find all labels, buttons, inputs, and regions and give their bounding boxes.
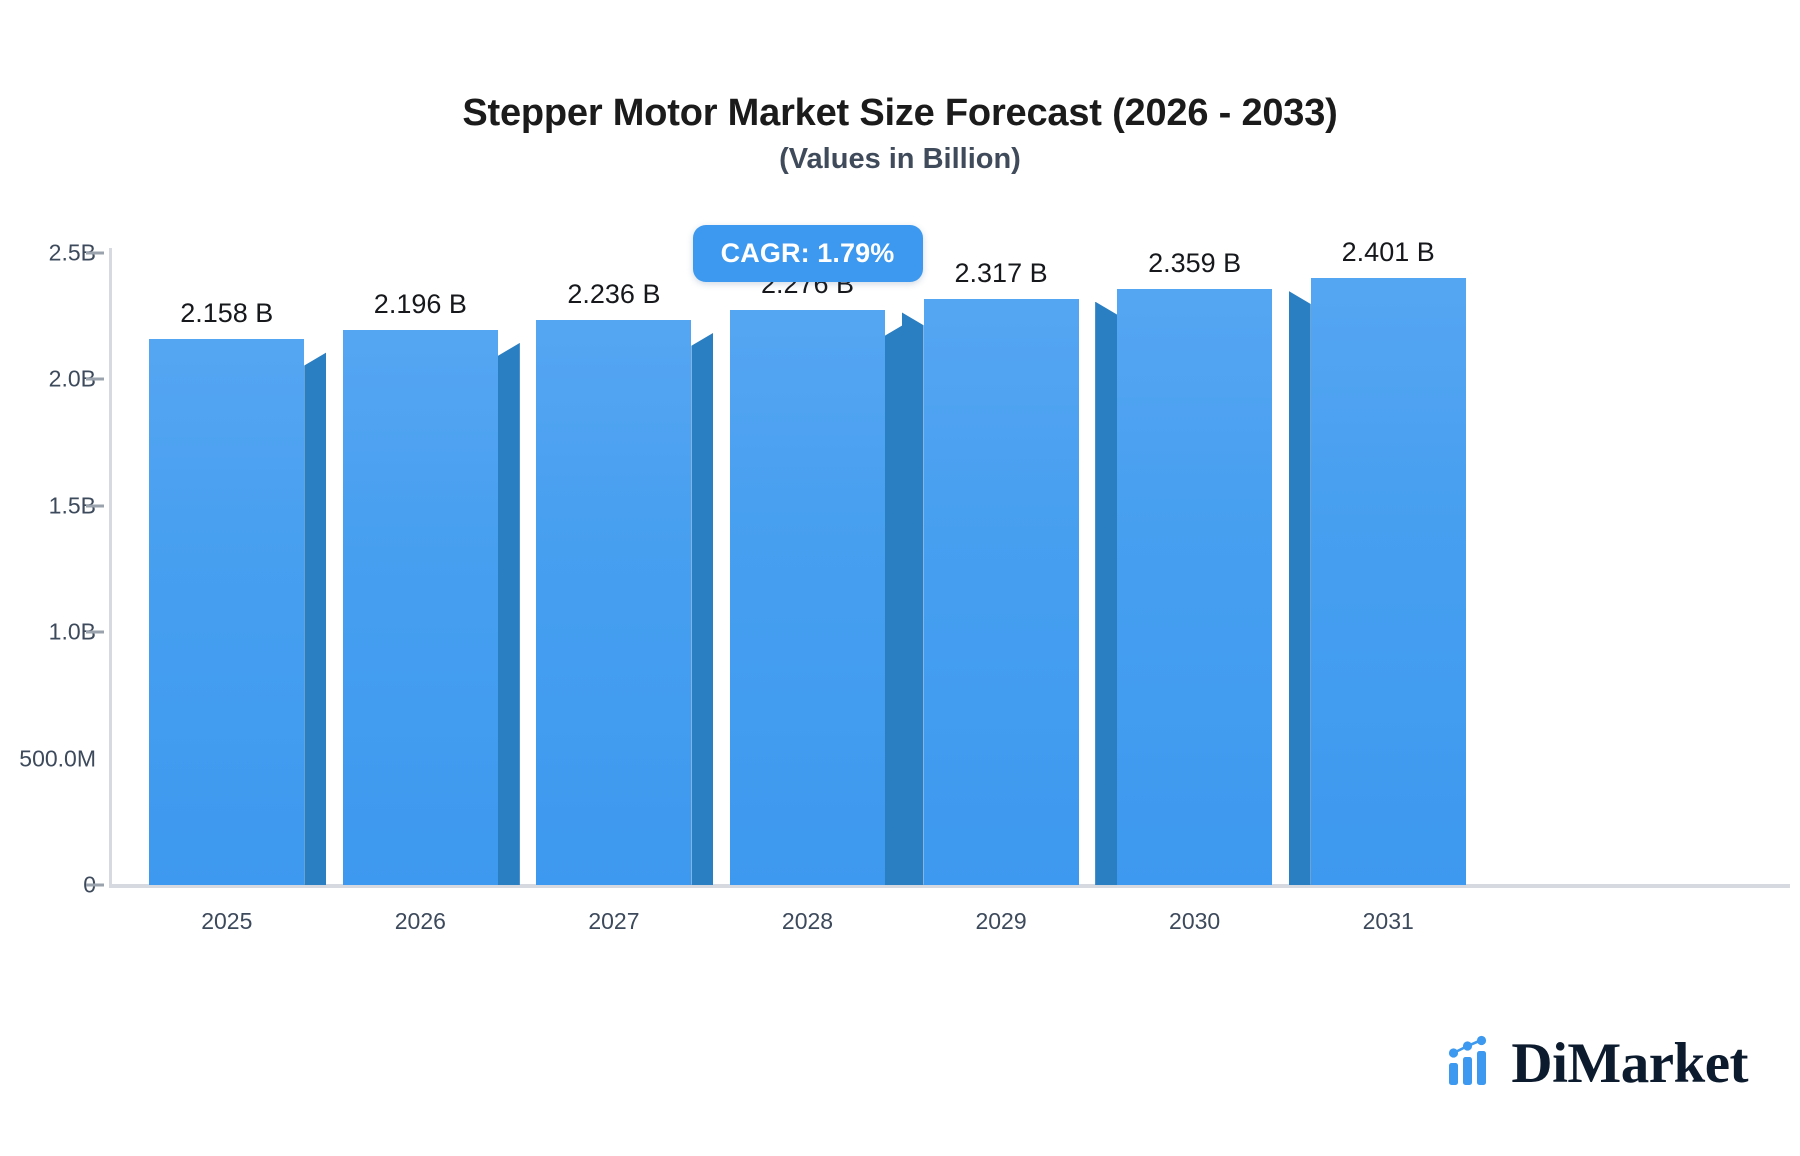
chart-title: Stepper Motor Market Size Forecast (2026…: [462, 92, 1338, 134]
bar-side-face: [304, 352, 327, 885]
bar-side-face: [1288, 291, 1311, 885]
bar-front-face: [536, 319, 692, 885]
x-axis-tick-label: 2025: [201, 908, 253, 934]
x-axis-tick-label: 2026: [394, 908, 446, 934]
bar-chart-dots-icon: [1445, 1035, 1497, 1092]
plot-area: 2.158 B 2.196 B 2.236 B 2.276 B 2.317 B 2.359…: [110, 237, 1790, 886]
bar-side-face: [691, 332, 714, 885]
bar-value-label: 2.317 B: [954, 258, 1048, 289]
bar-2026[interactable]: 2.196 B: [342, 289, 520, 885]
x-axis-line: [109, 884, 1790, 888]
brand-logo-text: DiMarket: [1511, 1032, 1748, 1095]
x-axis-tick-label: 2029: [975, 908, 1027, 934]
bar-2030[interactable]: 2.359 B: [1095, 248, 1273, 885]
y-axis-tick-mark: [86, 504, 104, 508]
bar-2031[interactable]: 2.401 B: [1288, 237, 1466, 885]
cagr-badge[interactable]: CAGR: 1.79%: [692, 225, 923, 282]
bar-side-face: [1095, 301, 1118, 885]
brand-logo: DiMarket: [1445, 1035, 1748, 1092]
bar-front-face: [1310, 278, 1466, 885]
bar-2028[interactable]: 2.276 B: [730, 269, 907, 885]
y-axis-tick-mark: [86, 251, 104, 255]
bar-value-label: 2.196 B: [373, 288, 467, 319]
x-axis-tick-label: 2028: [781, 908, 834, 934]
bar-value-label: 2.158 B: [180, 298, 274, 329]
y-axis-tick-mark: [86, 630, 104, 634]
bar-value-label: 2.401 B: [1341, 237, 1435, 268]
cagr-badge-label: CAGR: 1.79%: [720, 238, 895, 268]
bar-value-label: 2.359 B: [1148, 247, 1242, 278]
bar-side-face: [885, 322, 907, 885]
chart-subtitle: (Values in Billion): [779, 143, 1021, 175]
bar-front-face: [923, 299, 1079, 885]
y-axis-tick-mark: [86, 883, 104, 887]
bar-value-label: 2.236 B: [567, 278, 661, 309]
y-axis-line: [109, 248, 112, 888]
y-axis-tick-label: 1.0B: [48, 618, 96, 645]
bar-front-face: [730, 309, 885, 885]
y-axis-tick-label: 2.0B: [48, 365, 96, 392]
bar-front-face: [149, 339, 305, 885]
bar-2025[interactable]: 2.158 B: [149, 298, 327, 885]
y-axis-tick-label: 500.0M: [19, 745, 96, 772]
y-axis-tick-label: 1.5B: [48, 492, 96, 519]
x-axis-tick-label: 2031: [1362, 908, 1414, 934]
y-axis-tick-label: 0: [0, 872, 96, 899]
bar-front-face: [1117, 288, 1273, 885]
x-axis-tick-label: 2027: [588, 908, 640, 934]
bar-2027[interactable]: 2.236 B: [536, 279, 714, 885]
y-axis-tick-mark: [86, 377, 104, 381]
bar-front-face: [342, 329, 498, 885]
y-axis-tick-label: 2.5B: [48, 239, 96, 266]
bar-side-face: [497, 342, 520, 885]
x-axis-tick-label: 2030: [1169, 908, 1221, 934]
bar-side-face: [901, 312, 924, 885]
bar-2029[interactable]: 2.317 B: [901, 258, 1079, 885]
